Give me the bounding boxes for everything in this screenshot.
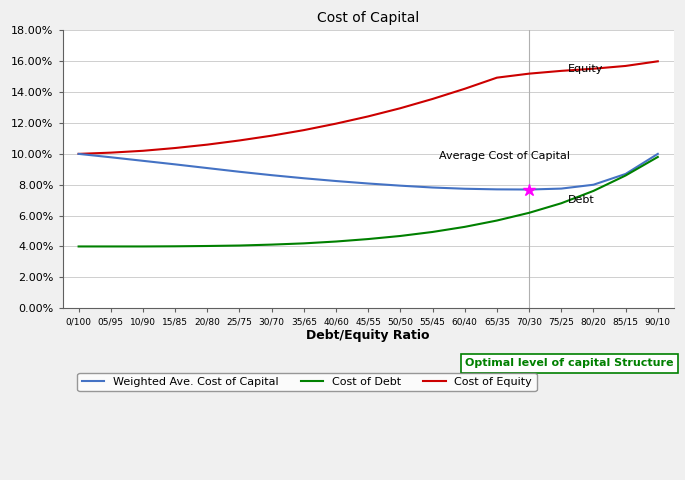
Text: Optimal level of capital Structure: Optimal level of capital Structure xyxy=(465,358,674,368)
Text: Equity: Equity xyxy=(568,64,603,74)
Legend: Weighted Ave. Cost of Capital, Cost of Debt, Cost of Equity: Weighted Ave. Cost of Capital, Cost of D… xyxy=(77,372,536,392)
Text: Average Cost of Capital: Average Cost of Capital xyxy=(439,151,570,160)
Text: Debt: Debt xyxy=(568,195,595,205)
Title: Cost of Capital: Cost of Capital xyxy=(317,11,419,25)
X-axis label: Debt/Equity Ratio: Debt/Equity Ratio xyxy=(306,329,430,342)
